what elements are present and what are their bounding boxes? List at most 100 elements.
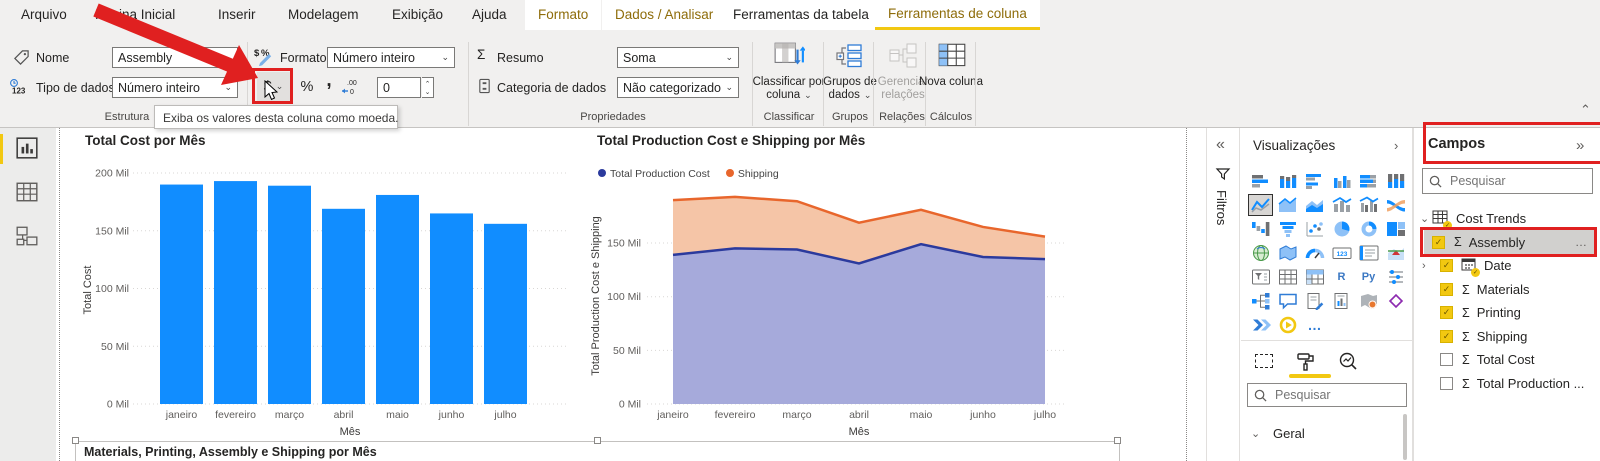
- power-apps-icon[interactable]: [1383, 290, 1408, 312]
- decimals-input[interactable]: [377, 77, 421, 98]
- field-row-date[interactable]: › ✓ ✓ Date: [1414, 254, 1600, 277]
- date-checkbox[interactable]: ✓: [1440, 259, 1453, 272]
- field-row-total-cost[interactable]: Σ Total Cost: [1414, 348, 1600, 371]
- tab-ajuda[interactable]: Ajuda: [472, 7, 507, 22]
- field-row-materials[interactable]: ✓ Σ Materials: [1414, 278, 1600, 301]
- field-row-shipping[interactable]: ✓ Σ Shipping: [1414, 325, 1600, 348]
- 100-stacked-column-chart-icon[interactable]: [1383, 170, 1408, 192]
- key-influencers-icon[interactable]: [1383, 266, 1408, 288]
- fields-search-box[interactable]: [1422, 168, 1593, 194]
- paginated-report-icon[interactable]: [1329, 290, 1354, 312]
- format-dropdown[interactable]: Número inteiro ⌄: [327, 47, 455, 68]
- legend-item[interactable]: Total Production Cost: [598, 168, 710, 180]
- funnel-chart-icon[interactable]: [1275, 218, 1300, 240]
- table-icon[interactable]: [1275, 266, 1300, 288]
- currency-format-button[interactable]: $ ⌄: [257, 72, 290, 101]
- multi-row-card-icon[interactable]: [1356, 242, 1381, 264]
- printing-checkbox[interactable]: ✓: [1440, 306, 1453, 319]
- ribbon-chart-icon[interactable]: [1383, 194, 1408, 216]
- filter-funnel-icon[interactable]: [1215, 166, 1231, 182]
- scrollbar-thumb[interactable]: [1403, 414, 1407, 460]
- filled-map-icon[interactable]: [1275, 242, 1300, 264]
- format-search-box[interactable]: [1247, 383, 1407, 407]
- collapse-visualizations-chevron-icon[interactable]: ›: [1394, 138, 1399, 153]
- matrix-icon[interactable]: [1302, 266, 1327, 288]
- total-cost-checkbox[interactable]: [1440, 353, 1453, 366]
- format-search-input[interactable]: [1273, 387, 1400, 403]
- format-tab[interactable]: [1293, 350, 1319, 372]
- summary-dropdown[interactable]: Soma ⌄: [617, 47, 739, 68]
- pie-chart-icon[interactable]: [1329, 218, 1354, 240]
- decomposition-tree-icon[interactable]: [1248, 290, 1273, 312]
- expand-filters-chevron-icon[interactable]: «: [1216, 136, 1225, 153]
- model-view-button[interactable]: [15, 224, 41, 250]
- field-row-assembly[interactable]: ✓ Σ Assembly …: [1414, 230, 1600, 254]
- smart-narrative-icon[interactable]: [1302, 290, 1327, 312]
- slicer-icon[interactable]: [1248, 266, 1273, 288]
- decimal-places-button[interactable]: .00 0: [339, 75, 363, 99]
- gauge-icon[interactable]: [1302, 242, 1327, 264]
- line-and-clustered-column-chart-icon[interactable]: [1356, 194, 1381, 216]
- area-chart-icon[interactable]: [1275, 194, 1300, 216]
- analytics-tab[interactable]: [1335, 350, 1361, 372]
- line-chart-icon[interactable]: [1248, 194, 1273, 216]
- card-icon[interactable]: 123: [1329, 242, 1354, 264]
- chevron-right-icon[interactable]: ›: [1422, 259, 1426, 272]
- stacked-bar-chart-icon[interactable]: [1248, 170, 1273, 192]
- datatype-dropdown[interactable]: Número inteiro ⌄: [112, 77, 238, 98]
- assembly-checkbox[interactable]: ✓: [1432, 235, 1445, 249]
- report-view-button[interactable]: [15, 136, 41, 162]
- metrics-icon[interactable]: [1275, 314, 1300, 336]
- tab-formato[interactable]: Formato: [525, 0, 602, 30]
- arcgis-map-icon[interactable]: [1356, 290, 1381, 312]
- power-automate-icon[interactable]: [1248, 314, 1273, 336]
- field-row-printing[interactable]: ✓ Σ Printing: [1414, 301, 1600, 324]
- data-groups-button[interactable]: Grupos de dados ⌄: [815, 76, 885, 102]
- clustered-bar-chart-icon[interactable]: [1302, 170, 1327, 192]
- treemap-icon[interactable]: [1383, 218, 1408, 240]
- tab-ferramentas-de-coluna[interactable]: Ferramentas de coluna: [875, 0, 1040, 30]
- tab-pagina-inicial[interactable]: Página Inicial: [95, 7, 176, 22]
- percent-format-button[interactable]: %: [295, 74, 319, 100]
- resize-handle[interactable]: [72, 437, 79, 444]
- area-chart-visual[interactable]: Total Production Cost e Shipping por Mês…: [585, 128, 1162, 440]
- fields-bucket-tab[interactable]: [1251, 350, 1277, 372]
- field-row-total-production[interactable]: Σ Total Production ...: [1414, 372, 1600, 395]
- filters-pane-title[interactable]: Filtros: [1214, 190, 1229, 226]
- 100-stacked-bar-chart-icon[interactable]: [1356, 170, 1381, 192]
- materials-checkbox[interactable]: ✓: [1440, 283, 1453, 296]
- tab-exibicao[interactable]: Exibição: [392, 7, 444, 22]
- shipping-checkbox[interactable]: ✓: [1440, 330, 1453, 343]
- clustered-column-chart-icon[interactable]: [1329, 170, 1354, 192]
- tab-modelagem[interactable]: Modelagem: [288, 7, 359, 22]
- tab-arquivo[interactable]: Arquivo: [21, 7, 67, 22]
- more-visuals-icon[interactable]: …: [1307, 317, 1322, 333]
- data-view-button[interactable]: [15, 180, 41, 206]
- general-section-header[interactable]: ⌄ Geral: [1251, 426, 1305, 441]
- fields-search-input[interactable]: [1448, 173, 1586, 189]
- table-row-cost-trends[interactable]: ⌄ ✓ Cost Trends: [1414, 207, 1600, 230]
- decimals-spinner[interactable]: ⌃ ⌄: [422, 77, 434, 98]
- bottom-visual[interactable]: Materials, Printing, Assembly e Shipping…: [75, 441, 1120, 461]
- legend-item[interactable]: Shipping: [725, 168, 779, 180]
- total-production-checkbox[interactable]: [1440, 377, 1453, 390]
- map-icon[interactable]: [1248, 242, 1273, 264]
- name-input[interactable]: [112, 47, 238, 68]
- line-and-stacked-column-chart-icon[interactable]: [1329, 194, 1354, 216]
- resize-handle[interactable]: [1114, 437, 1121, 444]
- new-column-button[interactable]: Nova coluna: [916, 76, 986, 89]
- waterfall-chart-icon[interactable]: [1248, 218, 1273, 240]
- stacked-area-chart-icon[interactable]: [1302, 194, 1327, 216]
- thousands-separator-button[interactable]: ,: [321, 68, 337, 94]
- resize-handle[interactable]: [594, 437, 601, 444]
- more-options-icon[interactable]: …: [1575, 235, 1587, 249]
- kpi-icon[interactable]: [1383, 242, 1408, 264]
- tab-inserir[interactable]: Inserir: [218, 7, 256, 22]
- python-visual-icon[interactable]: Py: [1361, 271, 1376, 283]
- bar-chart-visual[interactable]: Total Cost por Mês 0 Mil 50 Mil 100 Mil 150…: [75, 128, 575, 440]
- r-script-visual-icon[interactable]: R: [1337, 271, 1346, 283]
- sort-by-column-button[interactable]: Classificar por coluna ⌄: [744, 76, 834, 102]
- stacked-column-chart-icon[interactable]: [1275, 170, 1300, 192]
- tab-dados-analisar[interactable]: Dados / Analisar: [602, 0, 727, 30]
- tab-ferramentas-da-tabela[interactable]: Ferramentas da tabela: [720, 0, 882, 30]
